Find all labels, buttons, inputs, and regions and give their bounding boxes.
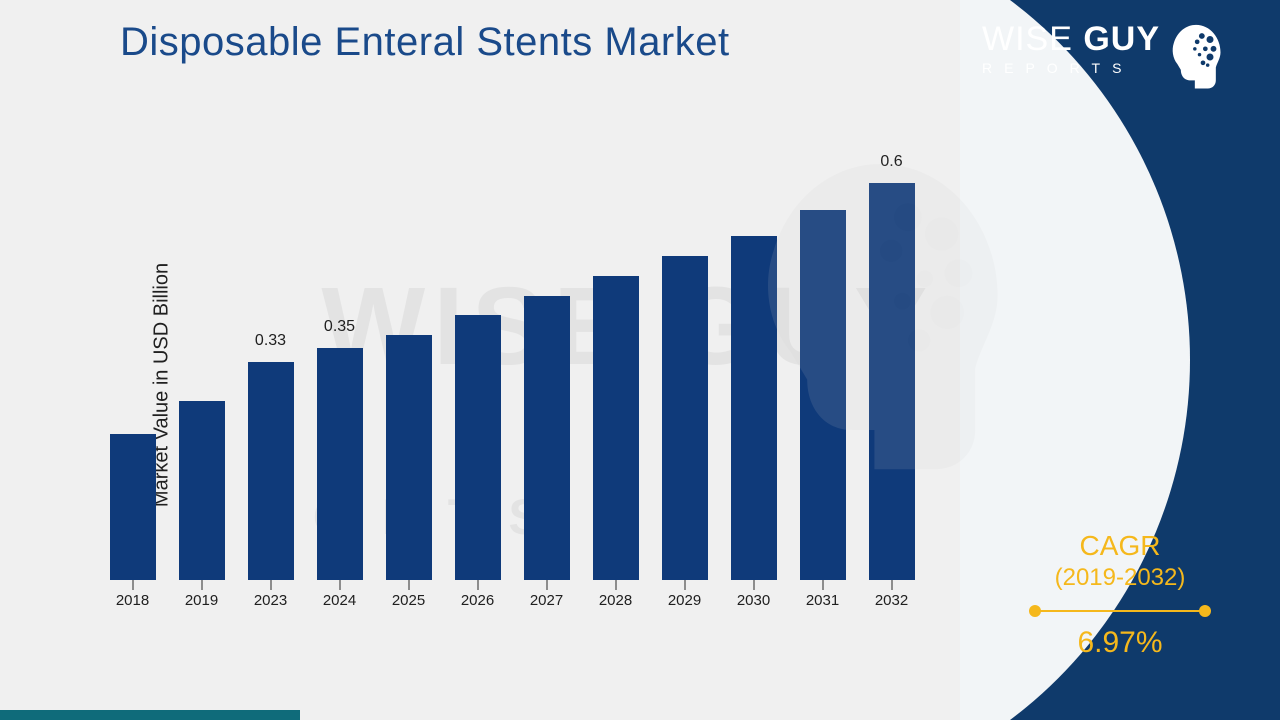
- plot-area: 0.33 0.35 0.6: [94, 150, 930, 580]
- x-axis: 2018 2019 2023 2024 2025 2026 2027 2028 2029 2030…: [94, 580, 930, 620]
- bar-col: [719, 150, 788, 580]
- x-tick-label: 2031: [806, 592, 839, 609]
- bar-col: [167, 150, 236, 580]
- bar-col: [581, 150, 650, 580]
- cagr-label: CAGR: [1000, 530, 1240, 562]
- bar-value-label: 0.33: [255, 332, 286, 350]
- bar-chart: Market Value in USD Billion 0.330.350.6 …: [50, 150, 930, 620]
- page-title: Disposable Enteral Stents Market: [120, 20, 730, 65]
- x-tick: 2024: [305, 580, 374, 620]
- x-tick-label: 2023: [254, 592, 287, 609]
- bar-col: 0.6: [857, 150, 926, 580]
- bar: [110, 434, 156, 580]
- x-tick-label: 2027: [530, 592, 563, 609]
- x-tick: 2032: [857, 580, 926, 620]
- x-tick: 2030: [719, 580, 788, 620]
- bar-col: [374, 150, 443, 580]
- main-area: Disposable Enteral Stents Market WISE GU…: [0, 0, 980, 720]
- x-tick-label: 2024: [323, 592, 356, 609]
- bar: [524, 296, 570, 580]
- bar-col: [512, 150, 581, 580]
- bar: [455, 315, 501, 580]
- bar-value-label: 0.35: [324, 318, 355, 336]
- bar-col: [788, 150, 857, 580]
- x-tick-label: 2032: [875, 592, 908, 609]
- bar-col: 0.33: [236, 150, 305, 580]
- x-tick-label: 2019: [185, 592, 218, 609]
- logo-text: WISE GUY: [982, 22, 1160, 56]
- x-tick: 2023: [236, 580, 305, 620]
- x-tick: 2031: [788, 580, 857, 620]
- x-tick-label: 2018: [116, 592, 149, 609]
- x-tick: 2019: [167, 580, 236, 620]
- logo-subtext: REPORTS: [982, 60, 1160, 76]
- bar-value-label: 0.6: [880, 153, 902, 171]
- bar: [248, 362, 294, 580]
- x-tick: 2025: [374, 580, 443, 620]
- cagr-years: (2019-2032): [1000, 564, 1240, 592]
- bar-col: [650, 150, 719, 580]
- brand-logo: WISE GUY REPORTS: [982, 22, 1252, 92]
- x-tick-label: 2028: [599, 592, 632, 609]
- logo-word-guy: GUY: [1083, 20, 1160, 58]
- x-tick-label: 2030: [737, 592, 770, 609]
- cagr-value: 6.97%: [1000, 626, 1240, 660]
- bar: [593, 276, 639, 580]
- bar: [731, 236, 777, 580]
- bar-col: 0.35: [305, 150, 374, 580]
- x-tick: 2028: [581, 580, 650, 620]
- x-tick-label: 2025: [392, 592, 425, 609]
- logo-word-wise: WISE: [982, 20, 1073, 58]
- bar: [800, 210, 846, 580]
- bar: [662, 256, 708, 580]
- cagr-block: CAGR (2019-2032) 6.97%: [1000, 530, 1240, 660]
- bar: [869, 183, 915, 580]
- cagr-divider: [1035, 610, 1205, 612]
- bar: [179, 401, 225, 580]
- logo-head-icon: [1166, 22, 1226, 92]
- x-tick: 2026: [443, 580, 512, 620]
- accent-strip: [0, 710, 300, 720]
- x-tick: 2029: [650, 580, 719, 620]
- x-tick-label: 2026: [461, 592, 494, 609]
- bar: [386, 335, 432, 580]
- infographic-canvas: Disposable Enteral Stents Market WISE GU…: [0, 0, 1280, 720]
- bar-col: [443, 150, 512, 580]
- bar-col: [98, 150, 167, 580]
- x-tick: 2018: [98, 580, 167, 620]
- x-tick-label: 2029: [668, 592, 701, 609]
- x-tick: 2027: [512, 580, 581, 620]
- bars-container: 0.33 0.35 0.6: [94, 150, 930, 580]
- bar: [317, 348, 363, 580]
